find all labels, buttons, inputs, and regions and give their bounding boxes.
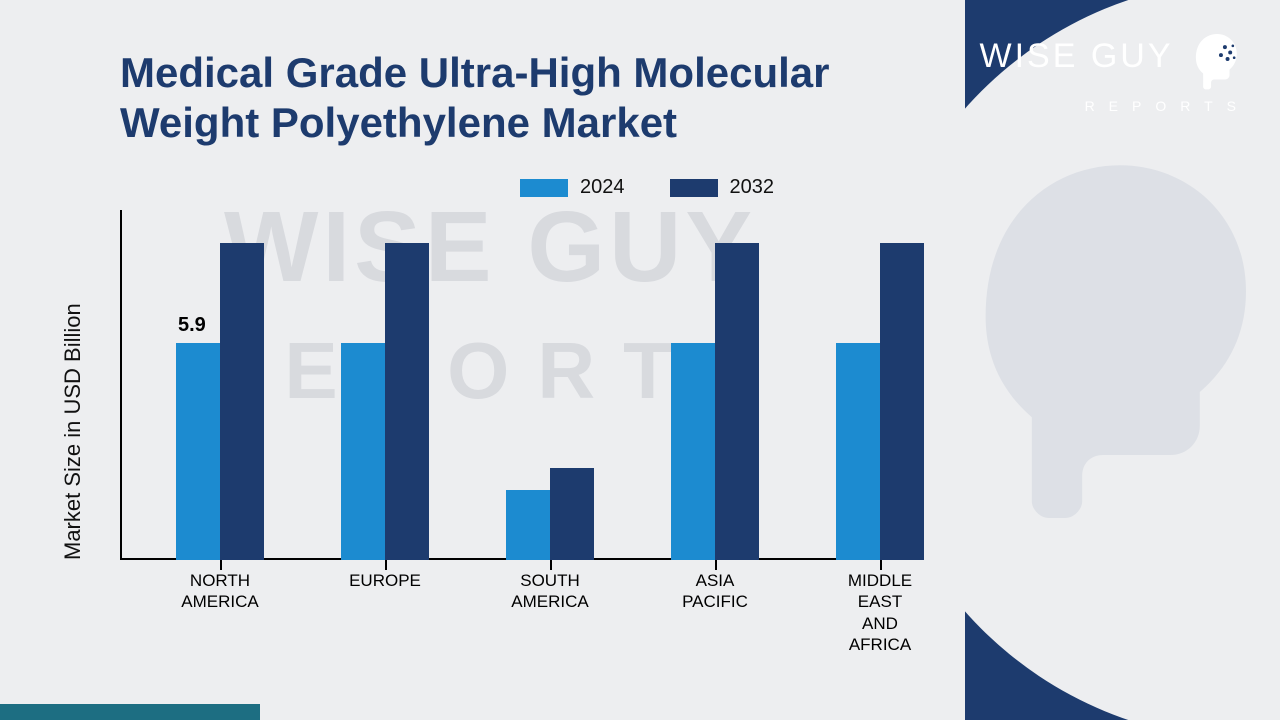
brand-line1: WISE GUY: [980, 37, 1174, 75]
legend-label-2024: 2024: [580, 176, 625, 198]
x-tick: [715, 560, 717, 570]
chart-title: Medical Grade Ultra-High Molecular Weigh…: [120, 48, 880, 149]
legend-swatch-2024: [520, 179, 568, 197]
x-axis-category-label: MIDDLEEASTANDAFRICA: [810, 570, 950, 655]
bar-2024: [176, 343, 220, 560]
brand-logo: WISE GUY REPORTS: [980, 30, 1250, 114]
bar-value-label: 5.9: [178, 314, 206, 337]
x-tick: [880, 560, 882, 570]
bar-2032: [880, 243, 924, 560]
bar-2024: [341, 343, 385, 560]
x-tick: [385, 560, 387, 570]
x-tick: [550, 560, 552, 570]
bar-2032: [550, 468, 594, 560]
brand-line2: REPORTS: [980, 98, 1250, 114]
footer-accent-bar: [0, 704, 260, 720]
y-axis-line: [120, 210, 122, 560]
x-axis-category-label: ASIAPACIFIC: [645, 570, 785, 613]
brain-head-icon: [1184, 30, 1250, 96]
legend-item-2032: 2032: [670, 176, 775, 199]
y-axis-label: Market Size in USD Billion: [60, 303, 86, 560]
legend-item-2024: 2024: [520, 176, 625, 199]
x-axis-category-label: NORTHAMERICA: [150, 570, 290, 613]
plot-area: 5.9: [120, 210, 920, 560]
bar-2032: [220, 243, 264, 560]
legend-label-2032: 2032: [730, 176, 775, 198]
bar-2032: [715, 243, 759, 560]
x-tick: [220, 560, 222, 570]
bar-2024: [506, 490, 550, 560]
x-axis-category-label: EUROPE: [315, 570, 455, 591]
x-axis-category-label: SOUTHAMERICA: [480, 570, 620, 613]
legend-swatch-2032: [670, 179, 718, 197]
legend: 2024 2032: [520, 176, 774, 199]
bar-2032: [385, 243, 429, 560]
bar-2024: [836, 343, 880, 560]
bar-2024: [671, 343, 715, 560]
